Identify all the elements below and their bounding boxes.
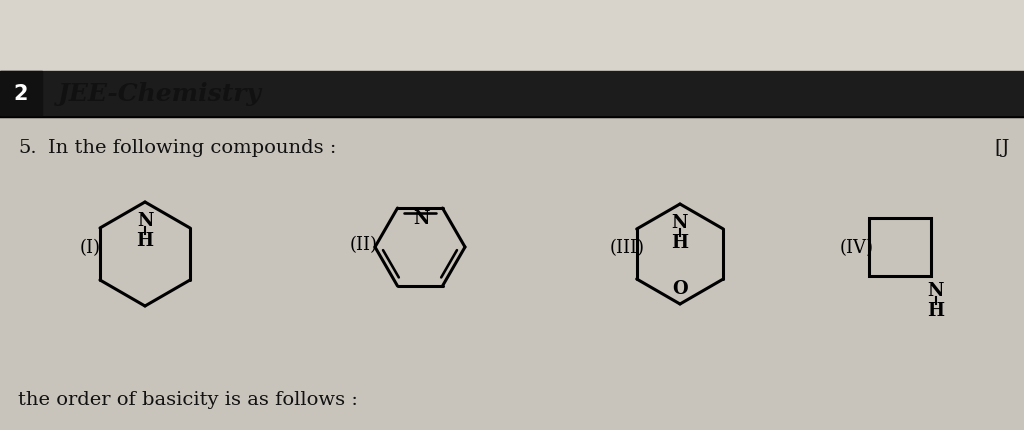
Bar bbox=[869, 218, 931, 276]
Text: H: H bbox=[672, 233, 688, 252]
Text: the order of basicity is as follows :: the order of basicity is as follows : bbox=[18, 390, 357, 408]
Text: [J: [J bbox=[994, 139, 1010, 157]
Text: In the following compounds :: In the following compounds : bbox=[48, 139, 336, 157]
Text: 5.: 5. bbox=[18, 139, 37, 157]
Text: (I): (I) bbox=[80, 239, 101, 256]
Text: N: N bbox=[928, 281, 944, 299]
Text: H: H bbox=[928, 301, 944, 319]
Text: N: N bbox=[137, 212, 154, 230]
Text: JEE-Chemistry: JEE-Chemistry bbox=[58, 82, 262, 106]
Text: (II): (II) bbox=[350, 236, 378, 253]
Bar bbox=[0, 72, 1024, 116]
Text: N: N bbox=[414, 209, 430, 227]
Text: (IV): (IV) bbox=[840, 239, 874, 256]
Text: N: N bbox=[672, 214, 688, 231]
Bar bbox=[0, 72, 42, 116]
Bar bbox=[0, 0, 1024, 72]
Text: (III): (III) bbox=[610, 239, 645, 256]
Text: 2: 2 bbox=[13, 84, 29, 104]
Text: O: O bbox=[672, 280, 688, 297]
Text: H: H bbox=[136, 231, 154, 249]
